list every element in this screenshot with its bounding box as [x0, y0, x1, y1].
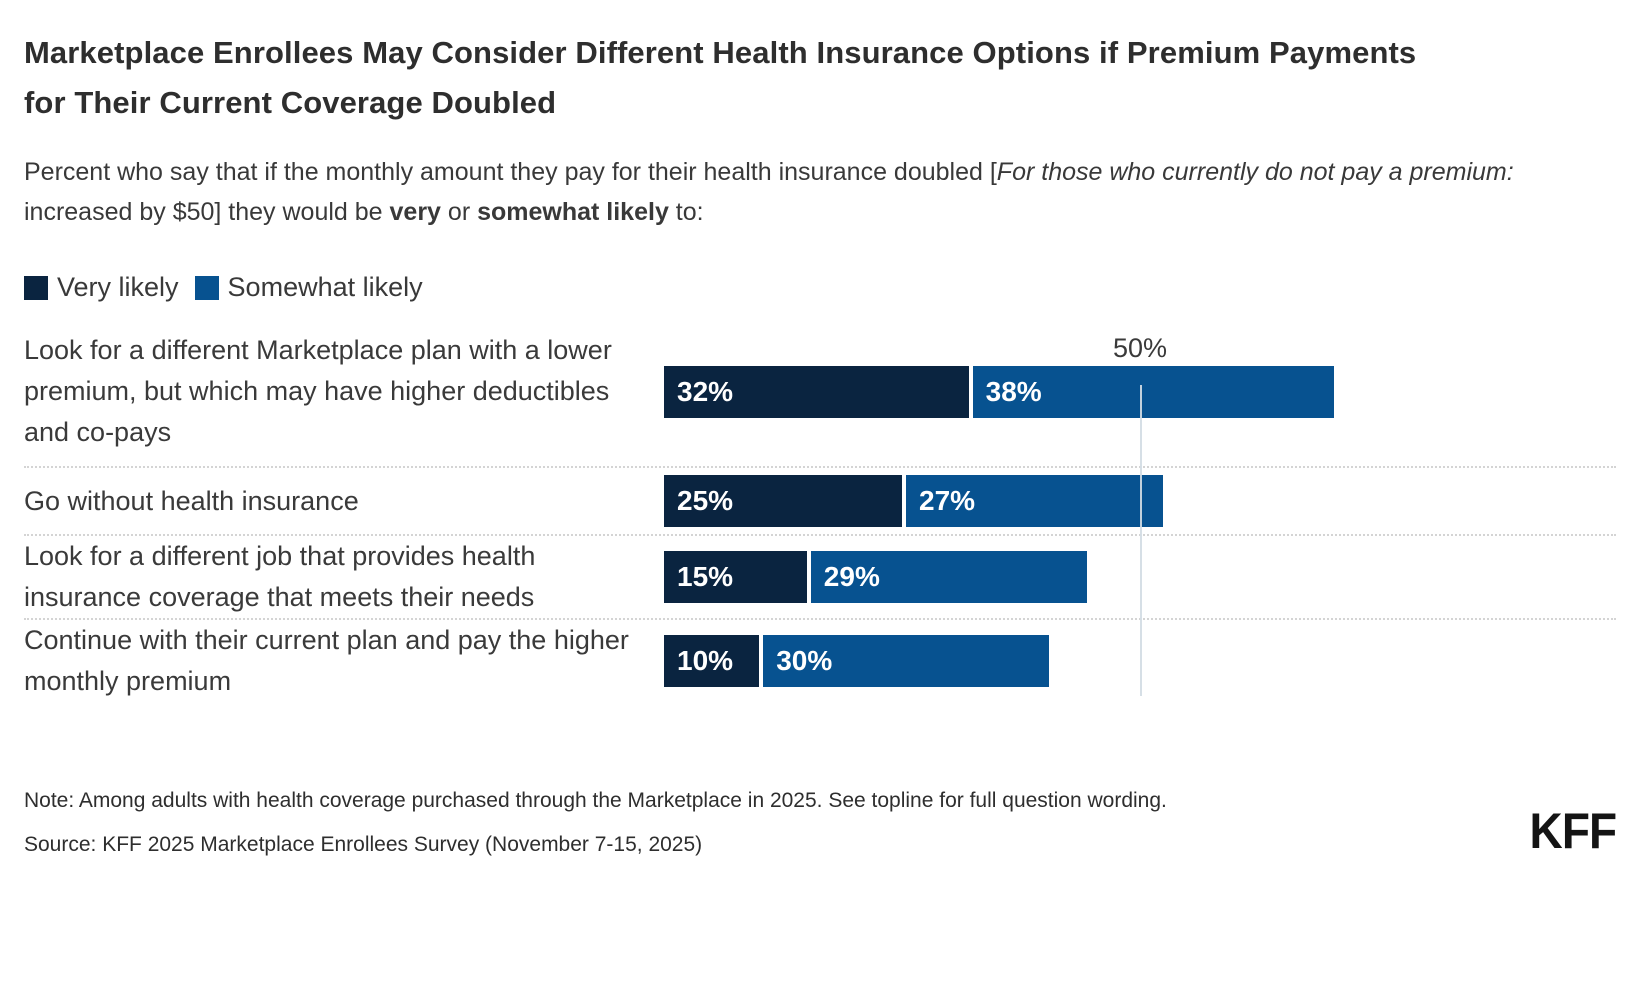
bar-value-label: 27% — [919, 485, 976, 516]
category-label: Continue with their current plan and pay… — [24, 625, 629, 696]
chart-row: Look for a different job that provides h… — [24, 536, 1616, 620]
chart-row: Go without health insurance 25% 27% — [24, 468, 1616, 536]
category-label: Go without health insurance — [24, 485, 359, 516]
bar-segment-somewhat-likely: 30% — [763, 635, 1049, 687]
category-label: Look for a different Marketplace plan wi… — [24, 335, 612, 447]
stacked-bar: 10% 30% — [664, 635, 1616, 687]
bar-value-label: 25% — [677, 485, 734, 516]
subtitle-text: to: — [668, 198, 704, 226]
stacked-bar: 25% 27% — [664, 475, 1616, 527]
bar-value-label: 30% — [776, 645, 833, 676]
legend-item-label: Somewhat likely — [227, 272, 423, 302]
bar-segment-very-likely: 15% — [664, 551, 807, 603]
chart-footer: Note: Among adults with health coverage … — [24, 786, 1617, 860]
subtitle-text: increased by $50] they would be — [24, 198, 390, 226]
category-label: Look for a different job that provides h… — [24, 541, 536, 612]
bar-chart: 50% Look for a different Marketplace pla… — [24, 319, 1616, 702]
bar-segment-very-likely: 10% — [664, 635, 760, 687]
legend-item-label: Very likely — [57, 272, 179, 302]
bar-segment-very-likely: 32% — [664, 365, 969, 418]
bar-value-label: 38% — [985, 375, 1042, 407]
note-text: Note: Among adults with health coverage … — [24, 789, 1167, 812]
legend-swatch-icon — [194, 275, 219, 300]
stacked-bar: 15% 29% — [664, 551, 1616, 603]
bar-value-label: 15% — [677, 561, 734, 592]
bar-segment-somewhat-likely: 27% — [906, 475, 1164, 527]
page-title: Marketplace Enrollees May Consider Diffe… — [24, 35, 1417, 120]
chart-subtitle: Percent who say that if the monthly amou… — [24, 152, 1534, 232]
bar-value-label: 10% — [677, 645, 734, 676]
chart-row: Look for a different Marketplace plan wi… — [24, 319, 1616, 468]
subtitle-italic-text: For those who currently do not pay a pre… — [996, 158, 1514, 186]
bar-segment-somewhat-likely: 38% — [972, 365, 1335, 418]
stacked-bar: 32% 38% — [664, 365, 1616, 418]
bar-segment-somewhat-likely: 29% — [810, 551, 1087, 603]
chart-row: Continue with their current plan and pay… — [24, 620, 1616, 702]
bar-value-label: 29% — [823, 561, 880, 592]
subtitle-bold-somewhat-likely: somewhat likely — [477, 198, 669, 226]
bar-value-label: 32% — [677, 375, 734, 407]
subtitle-text: or — [440, 198, 478, 226]
axis-tick-50-label: 50% — [1112, 333, 1168, 363]
source-text: Source: KFF 2025 Marketplace Enrollees S… — [24, 833, 703, 856]
chart-legend: Very likely Somewhat likely — [24, 272, 1616, 303]
subtitle-text: Percent who say that if the monthly amou… — [24, 158, 997, 186]
kff-logo: KFF — [1529, 803, 1617, 859]
legend-swatch-icon — [24, 275, 48, 300]
bar-segment-very-likely: 25% — [664, 475, 902, 527]
subtitle-bold-very: very — [389, 198, 441, 226]
legend-item: Somewhat likely — [194, 272, 423, 303]
legend-item: Very likely — [24, 272, 179, 303]
